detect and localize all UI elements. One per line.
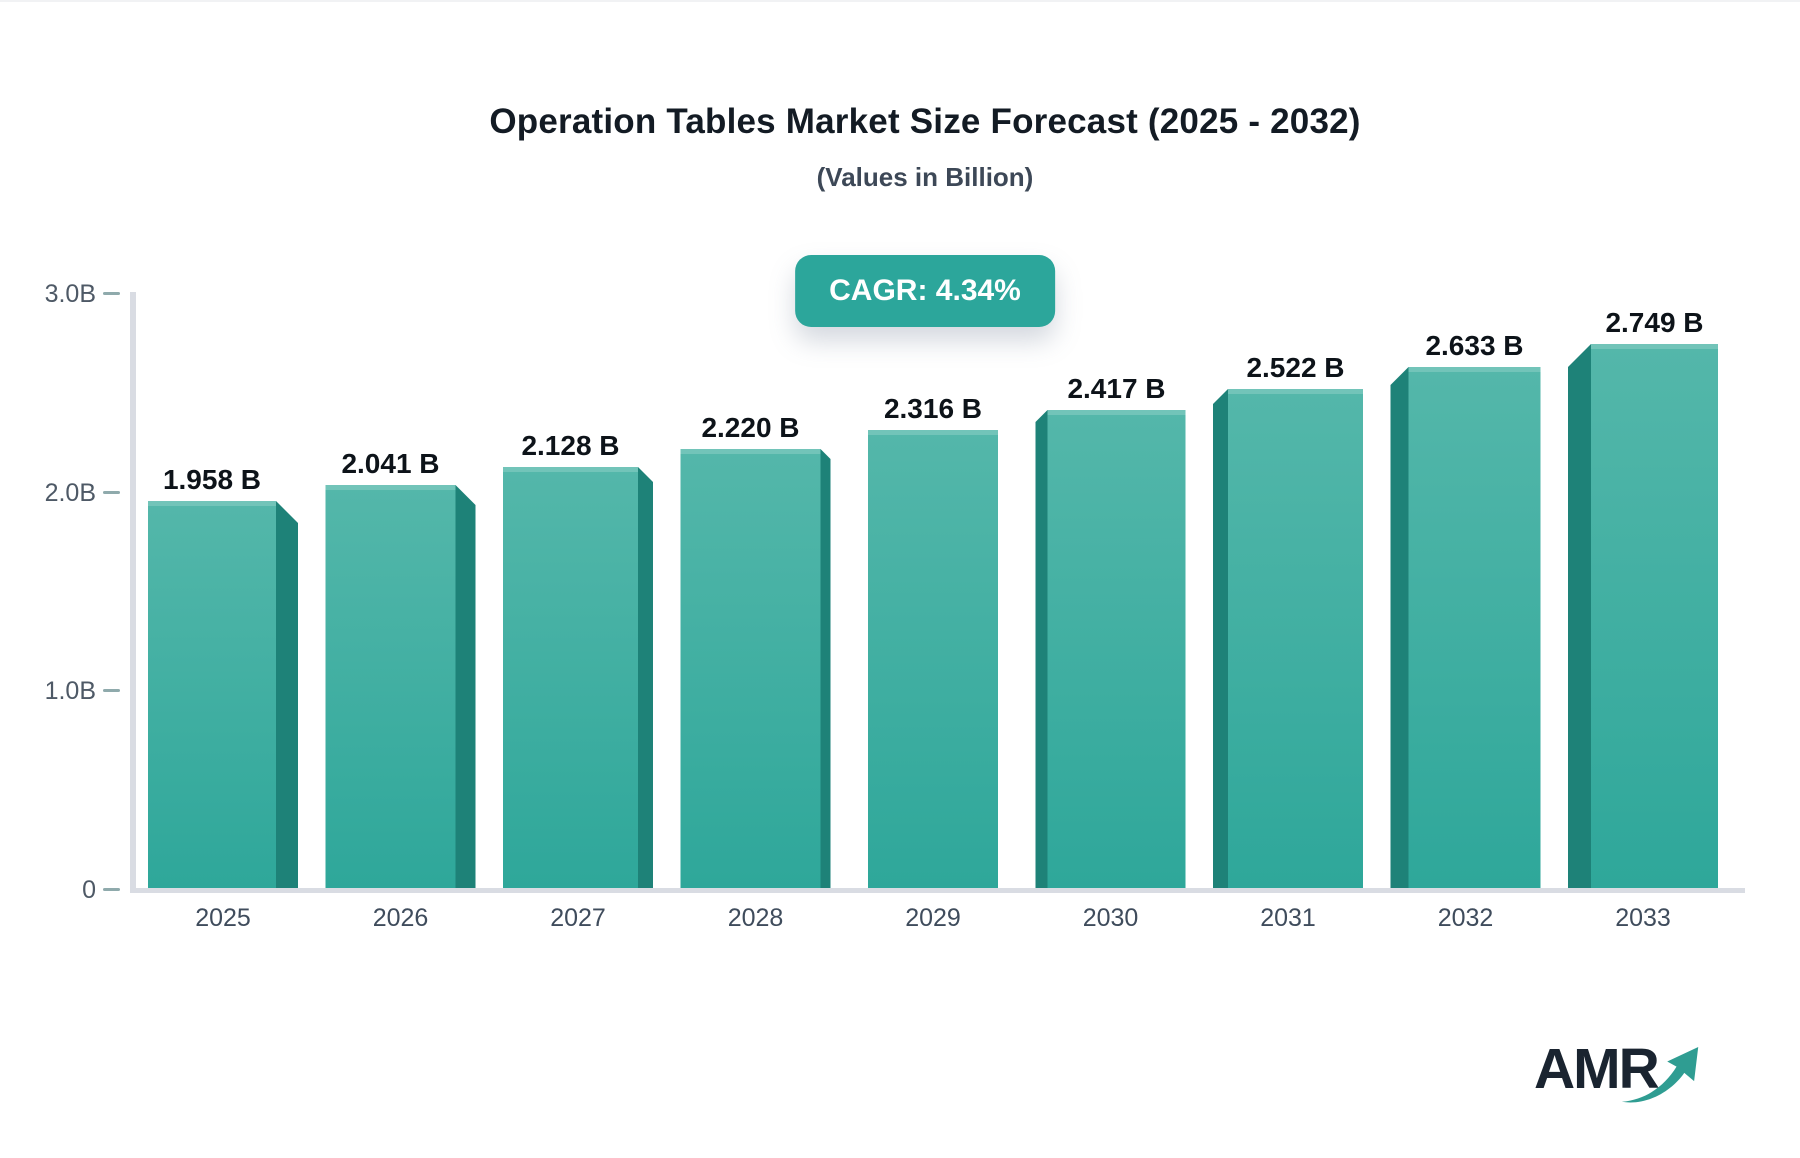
bar-value-label: 2.128 B <box>521 430 619 461</box>
bar-value-label: 2.749 B <box>1605 307 1703 338</box>
bar-top-highlight <box>148 501 276 506</box>
y-axis-line <box>130 292 136 890</box>
y-tick-dash <box>103 888 120 891</box>
y-tick-dash <box>103 689 120 693</box>
x-axis-label: 2029 <box>905 904 961 932</box>
bar-front-face <box>1591 344 1718 890</box>
amr-logo-text: AMR <box>1534 1037 1660 1101</box>
bar-front-face <box>503 467 638 890</box>
bar-side-face <box>820 449 831 890</box>
bar-side-face <box>1390 367 1409 890</box>
bar-side-face <box>1568 344 1591 890</box>
bar-top-highlight <box>1408 367 1541 372</box>
amr-logo: AMR <box>1534 1034 1784 1114</box>
bar-2031: 2.522 B 2031 <box>1213 352 1363 932</box>
bar-value-label: 2.522 B <box>1246 352 1344 383</box>
x-axis-label: 2033 <box>1615 904 1671 932</box>
bar-top-highlight <box>1591 344 1718 349</box>
bar-2025: 1.958 B 2025 <box>148 464 298 932</box>
x-axis-label: 2028 <box>728 904 784 932</box>
bar-top-highlight <box>680 449 821 454</box>
growth-arrow-icon <box>1621 1047 1699 1103</box>
bar-value-label: 2.633 B <box>1425 330 1523 361</box>
bar-front-face <box>1228 389 1363 890</box>
bar-value-label: 2.220 B <box>701 412 799 443</box>
bar-2030: 2.417 B 2030 <box>1035 373 1186 932</box>
bar-top-highlight <box>503 467 638 472</box>
bar-top-highlight <box>325 485 456 490</box>
bar-side-face <box>638 467 653 890</box>
bar-2032: 2.633 B 2032 <box>1390 330 1541 932</box>
bar-top-highlight <box>1047 410 1186 415</box>
bar-front-face <box>148 501 276 890</box>
y-tick-label: 1.0B <box>44 677 96 706</box>
bar-front-face <box>680 449 821 890</box>
bar-side-face <box>455 485 476 890</box>
y-tick-label: 0 <box>82 876 96 904</box>
y-tick-dash <box>103 292 120 295</box>
cagr-badge: CAGR: 4.34% <box>795 255 1055 327</box>
bar-side-face <box>1035 410 1048 890</box>
bar-2033: 2.749 B 2033 <box>1568 307 1718 932</box>
chart-title: Operation Tables Market Size Forecast (2… <box>489 102 1361 141</box>
bar-front-face <box>1047 410 1186 890</box>
bar-plot: 1.958 B 2025 2.041 B 2026 2.128 B 2027 2.220 B… <box>148 307 1718 932</box>
x-axis-label: 2032 <box>1438 904 1494 932</box>
x-axis-label: 2027 <box>550 904 606 932</box>
bar-top-highlight <box>1228 389 1363 394</box>
x-axis-label: 2026 <box>373 904 429 932</box>
x-axis-label: 2030 <box>1083 904 1139 932</box>
bar-value-label: 2.417 B <box>1067 373 1165 404</box>
bar-front-face <box>325 485 456 890</box>
bar-2028: 2.220 B 2028 <box>680 412 831 932</box>
bar-front-face <box>868 430 998 890</box>
bar-value-label: 2.316 B <box>884 393 982 424</box>
chart-subtitle: (Values in Billion) <box>816 162 1034 192</box>
bar-side-face <box>1213 389 1228 890</box>
bar-value-label: 1.958 B <box>163 464 261 495</box>
y-tick-label: 2.0B <box>44 478 96 507</box>
bar-side-face <box>276 501 298 890</box>
y-tick-label: 3.0B <box>44 280 96 308</box>
bar-value-label: 2.041 B <box>341 448 439 479</box>
bar-top-highlight <box>868 430 998 435</box>
y-tick-dash <box>103 490 120 494</box>
bar-front-face <box>1408 367 1541 890</box>
bar-2029: 2.316 B 2029 <box>868 393 998 932</box>
bar-2027: 2.128 B 2027 <box>503 430 653 932</box>
x-axis-label: 2031 <box>1260 904 1316 932</box>
bar-2026: 2.041 B 2026 <box>325 448 476 932</box>
x-axis-baseline <box>130 888 1745 893</box>
x-axis-label: 2025 <box>195 904 251 932</box>
